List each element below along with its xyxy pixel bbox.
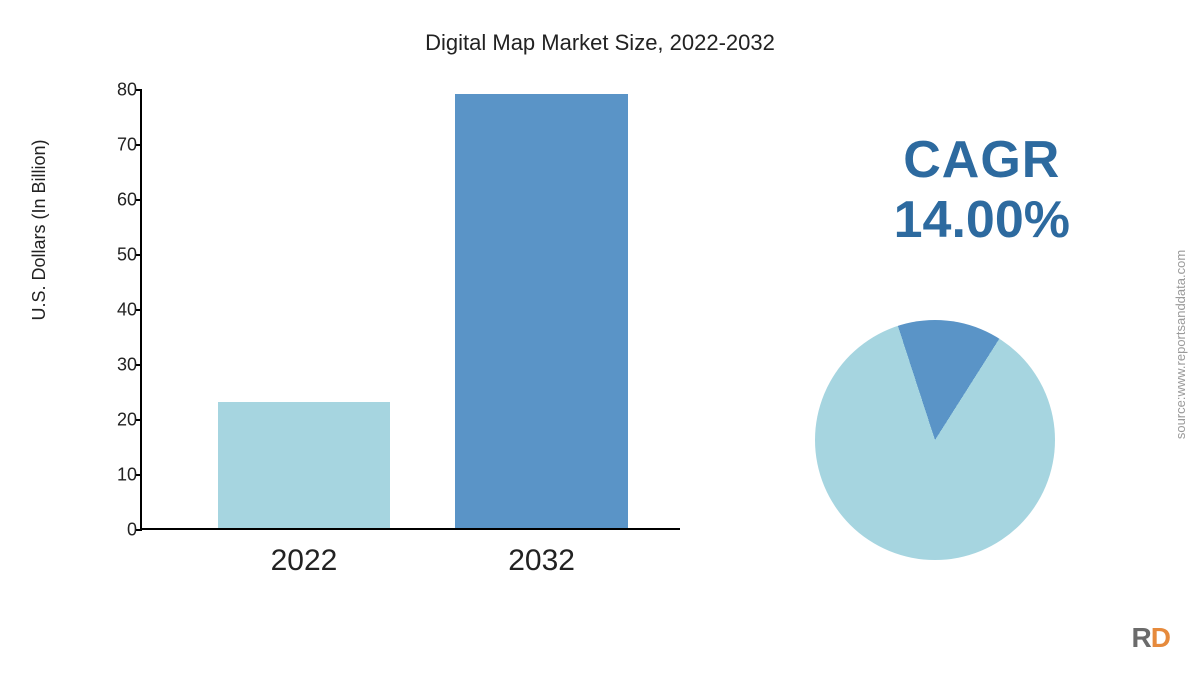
pie-chart bbox=[815, 320, 1055, 560]
source-text: source:www.reportsanddata.com bbox=[1173, 250, 1188, 439]
ytick-mark bbox=[136, 364, 142, 366]
xtick-label: 2022 bbox=[271, 544, 338, 578]
pie-circle bbox=[815, 320, 1055, 560]
xtick-label: 2032 bbox=[508, 544, 575, 578]
ytick-mark bbox=[136, 474, 142, 476]
logo-accent: D bbox=[1151, 622, 1170, 653]
y-axis-label: U.S. Dollars (In Billion) bbox=[29, 139, 50, 320]
logo: RD bbox=[1132, 622, 1170, 654]
ytick-label: 70 bbox=[97, 135, 137, 156]
chart-title: Digital Map Market Size, 2022-2032 bbox=[0, 30, 1200, 56]
bar-chart: 0102030405060708020222032 bbox=[140, 90, 680, 530]
ytick-mark bbox=[136, 309, 142, 311]
ytick-label: 10 bbox=[97, 465, 137, 486]
bar bbox=[455, 94, 628, 529]
ytick-label: 40 bbox=[97, 300, 137, 321]
ytick-mark bbox=[136, 419, 142, 421]
ytick-mark bbox=[136, 199, 142, 201]
ytick-label: 60 bbox=[97, 190, 137, 211]
ytick-label: 0 bbox=[97, 520, 137, 541]
cagr-block: CAGR 14.00% bbox=[894, 130, 1070, 250]
ytick-mark bbox=[136, 254, 142, 256]
ytick-mark bbox=[136, 529, 142, 531]
logo-main: R bbox=[1132, 622, 1151, 653]
ytick-mark bbox=[136, 89, 142, 91]
cagr-label: CAGR bbox=[894, 130, 1070, 190]
ytick-label: 20 bbox=[97, 410, 137, 431]
plot-area: 0102030405060708020222032 bbox=[140, 90, 680, 530]
ytick-mark bbox=[136, 144, 142, 146]
ytick-label: 50 bbox=[97, 245, 137, 266]
cagr-value: 14.00% bbox=[894, 190, 1070, 250]
ytick-label: 80 bbox=[97, 80, 137, 101]
bar bbox=[218, 402, 391, 529]
ytick-label: 30 bbox=[97, 355, 137, 376]
